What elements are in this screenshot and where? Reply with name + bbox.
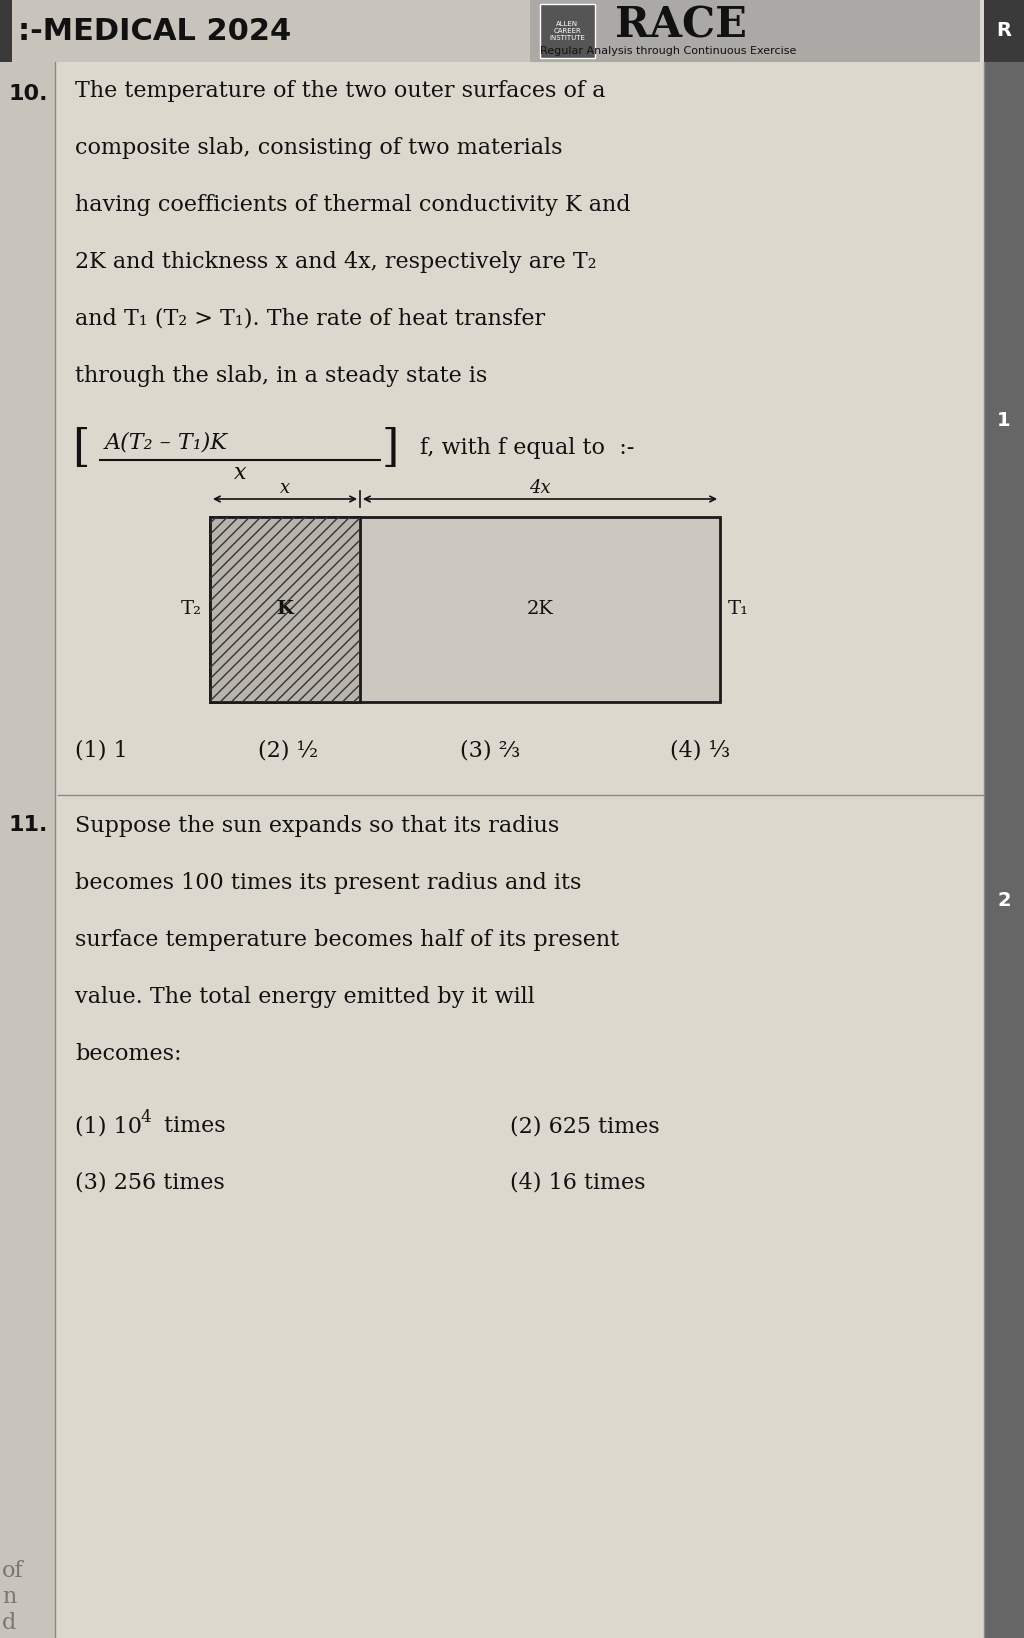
Text: (4) 16 times: (4) 16 times bbox=[510, 1173, 645, 1194]
Bar bbox=[0, 0, 530, 62]
Text: 4x: 4x bbox=[529, 478, 551, 496]
Text: (3) ⅔: (3) ⅔ bbox=[460, 740, 520, 762]
Text: K: K bbox=[276, 600, 294, 618]
Text: having coefficients of thermal conductivity K and: having coefficients of thermal conductiv… bbox=[75, 193, 631, 216]
Text: ]: ] bbox=[382, 428, 399, 470]
Text: (2) 625 times: (2) 625 times bbox=[510, 1115, 659, 1137]
Text: d: d bbox=[2, 1612, 16, 1635]
Text: surface temperature becomes half of its present: surface temperature becomes half of its … bbox=[75, 929, 620, 952]
Bar bbox=[210, 518, 360, 703]
Bar bbox=[530, 0, 980, 62]
Text: becomes 100 times its present radius and its: becomes 100 times its present radius and… bbox=[75, 871, 582, 894]
Text: (2) ½: (2) ½ bbox=[258, 740, 318, 762]
Text: (1) 10: (1) 10 bbox=[75, 1115, 142, 1137]
Text: 2K: 2K bbox=[526, 600, 553, 618]
Text: through the slab, in a steady state is: through the slab, in a steady state is bbox=[75, 365, 487, 387]
Text: R: R bbox=[996, 21, 1012, 41]
Text: (4) ⅓: (4) ⅓ bbox=[670, 740, 730, 762]
Bar bbox=[0, 62, 55, 1638]
Text: times: times bbox=[157, 1115, 225, 1137]
Text: T₁: T₁ bbox=[728, 600, 749, 618]
Text: composite slab, consisting of two materials: composite slab, consisting of two materi… bbox=[75, 138, 562, 159]
Text: :-MEDICAL 2024: :-MEDICAL 2024 bbox=[18, 16, 291, 46]
Text: n: n bbox=[2, 1586, 16, 1609]
Bar bbox=[210, 518, 720, 703]
Text: Suppose the sun expands so that its radius: Suppose the sun expands so that its radi… bbox=[75, 816, 559, 837]
Text: x: x bbox=[280, 478, 290, 496]
Text: value. The total energy emitted by it will: value. The total energy emitted by it wi… bbox=[75, 986, 535, 1007]
Text: f, with f equal to  :-: f, with f equal to :- bbox=[420, 437, 635, 459]
Text: 1: 1 bbox=[997, 411, 1011, 429]
Text: A(T₂ – T₁)K: A(T₂ – T₁)K bbox=[105, 432, 228, 454]
Text: [: [ bbox=[72, 428, 89, 470]
Text: 4: 4 bbox=[140, 1109, 151, 1125]
Text: 10.: 10. bbox=[8, 84, 48, 103]
Bar bbox=[984, 62, 1024, 1638]
Bar bbox=[540, 3, 595, 57]
Text: and T₁ (T₂ > T₁). The rate of heat transfer: and T₁ (T₂ > T₁). The rate of heat trans… bbox=[75, 308, 545, 329]
Text: (3) 256 times: (3) 256 times bbox=[75, 1173, 224, 1194]
Text: The temperature of the two outer surfaces of a: The temperature of the two outer surface… bbox=[75, 80, 605, 102]
Bar bbox=[0, 0, 12, 62]
Text: becomes:: becomes: bbox=[75, 1043, 181, 1065]
Text: RACE: RACE bbox=[615, 5, 746, 48]
Text: 2K and thickness x and 4x, respectively are T₂: 2K and thickness x and 4x, respectively … bbox=[75, 251, 597, 274]
Text: x: x bbox=[233, 462, 246, 483]
Text: (1) 1: (1) 1 bbox=[75, 740, 128, 762]
Text: ALLEN
CAREER
INSTITUTE: ALLEN CAREER INSTITUTE bbox=[549, 21, 585, 41]
Bar bbox=[210, 518, 360, 703]
Text: of: of bbox=[2, 1559, 24, 1582]
Bar bbox=[984, 0, 1024, 62]
Text: 2: 2 bbox=[997, 891, 1011, 909]
Text: Regular Analysis through Continuous Exercise: Regular Analysis through Continuous Exer… bbox=[540, 46, 797, 56]
Text: 11.: 11. bbox=[8, 816, 48, 835]
Text: T₂: T₂ bbox=[181, 600, 202, 618]
